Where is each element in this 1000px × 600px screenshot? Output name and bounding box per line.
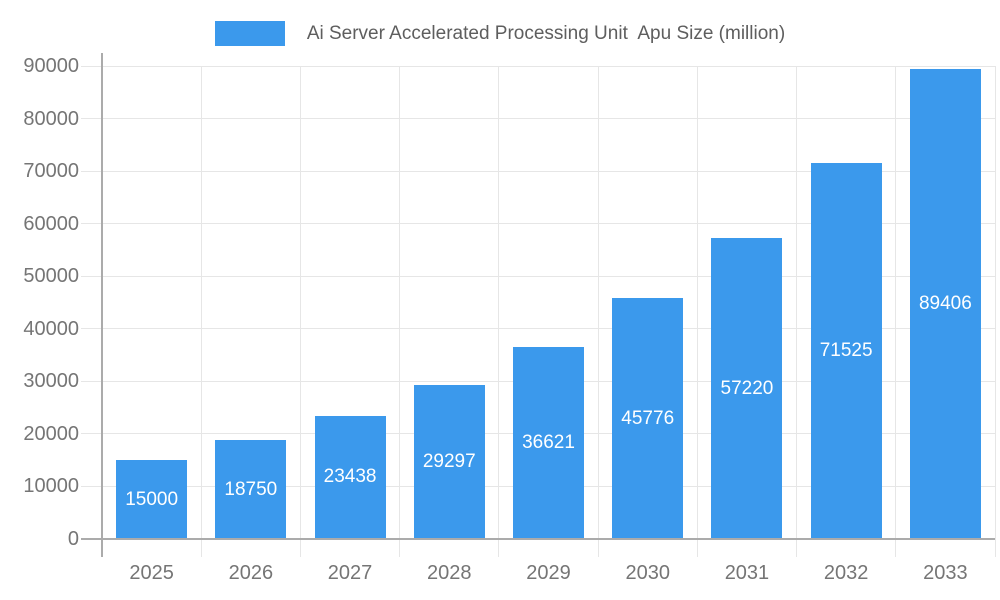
bar-value-label: 36621 [522, 431, 575, 453]
x-tick-label: 2030 [625, 562, 670, 584]
y-gridline [81, 170, 995, 172]
bar-value-label: 15000 [125, 488, 179, 510]
y-gridline [81, 118, 995, 120]
x-gridline [994, 66, 996, 557]
x-tick-label: 2033 [923, 562, 968, 584]
x-tick-label: 2029 [526, 562, 571, 584]
bar [513, 346, 584, 539]
bar-value-label: 45776 [621, 407, 675, 429]
x-tick-label: 2032 [823, 562, 869, 584]
y-gridline [81, 328, 995, 330]
x-gridline [597, 66, 599, 557]
y-tick-label: 20000 [23, 422, 79, 445]
x-gridline [696, 66, 698, 557]
y-tick-label: 10000 [23, 475, 79, 498]
y-tick-label: 90000 [23, 55, 79, 77]
y-tick-label: 80000 [23, 107, 79, 130]
bar-value-label: 18750 [224, 478, 278, 500]
x-tick-label: 2026 [228, 562, 274, 584]
y-tick-label: 30000 [23, 370, 79, 393]
bar [413, 385, 485, 539]
bar-value-label: 57220 [720, 377, 774, 399]
y-gridline [81, 65, 995, 67]
x-tick-label: 2027 [327, 562, 373, 584]
x-gridline [498, 66, 500, 557]
y-tick-label: 60000 [23, 212, 79, 235]
y-tick-label: 40000 [23, 317, 79, 340]
x-tick-label: 2025 [129, 562, 174, 584]
x-gridline [200, 66, 202, 557]
x-gridline [895, 66, 897, 557]
y-tick-label: 50000 [23, 265, 79, 288]
bar [810, 163, 882, 539]
legend-swatch [214, 21, 285, 46]
x-gridline [299, 66, 301, 557]
legend: Ai Server Accelerated Processing Unit Ap… [0, 21, 1000, 46]
bar [116, 460, 188, 539]
bar [215, 440, 287, 539]
legend-label: Ai Server Accelerated Processing Unit Ap… [306, 23, 786, 44]
y-tick-label: 0 [67, 528, 79, 550]
bar-value-label: 71525 [819, 340, 873, 362]
y-axis-line [101, 53, 103, 557]
x-gridline [399, 66, 401, 557]
y-gridline [81, 223, 995, 225]
bar [612, 298, 684, 539]
bar [711, 238, 783, 539]
bar-value-label: 29297 [422, 451, 476, 472]
y-gridline [81, 275, 995, 277]
bar-value-label: 89406 [918, 293, 972, 315]
x-axis-line [81, 538, 995, 540]
x-gridline [796, 66, 798, 557]
bar [314, 415, 386, 539]
bar [909, 69, 981, 539]
y-tick-label: 70000 [23, 160, 79, 183]
x-tick-label: 2031 [724, 562, 770, 584]
bar-value-label: 23438 [323, 466, 377, 488]
x-tick-label: 2028 [427, 562, 472, 584]
